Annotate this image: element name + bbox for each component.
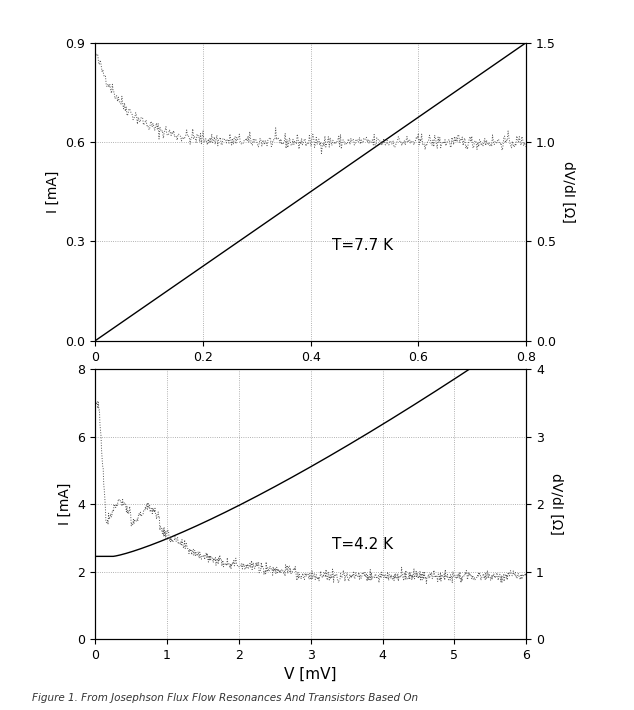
Y-axis label: dV/dI [Ω]: dV/dI [Ω]	[550, 473, 564, 535]
Text: T=4.2 K: T=4.2 K	[332, 537, 393, 552]
Text: T=7.7 K: T=7.7 K	[332, 238, 393, 253]
Y-axis label: dV/dI [Ω]: dV/dI [Ω]	[561, 160, 576, 223]
Text: Figure 1. From Josephson Flux Flow Resonances And Transistors Based On: Figure 1. From Josephson Flux Flow Reson…	[32, 693, 418, 703]
Y-axis label: I [mA]: I [mA]	[58, 483, 72, 525]
X-axis label: V [mV]: V [mV]	[285, 667, 337, 682]
Y-axis label: I [mA]: I [mA]	[46, 170, 60, 213]
